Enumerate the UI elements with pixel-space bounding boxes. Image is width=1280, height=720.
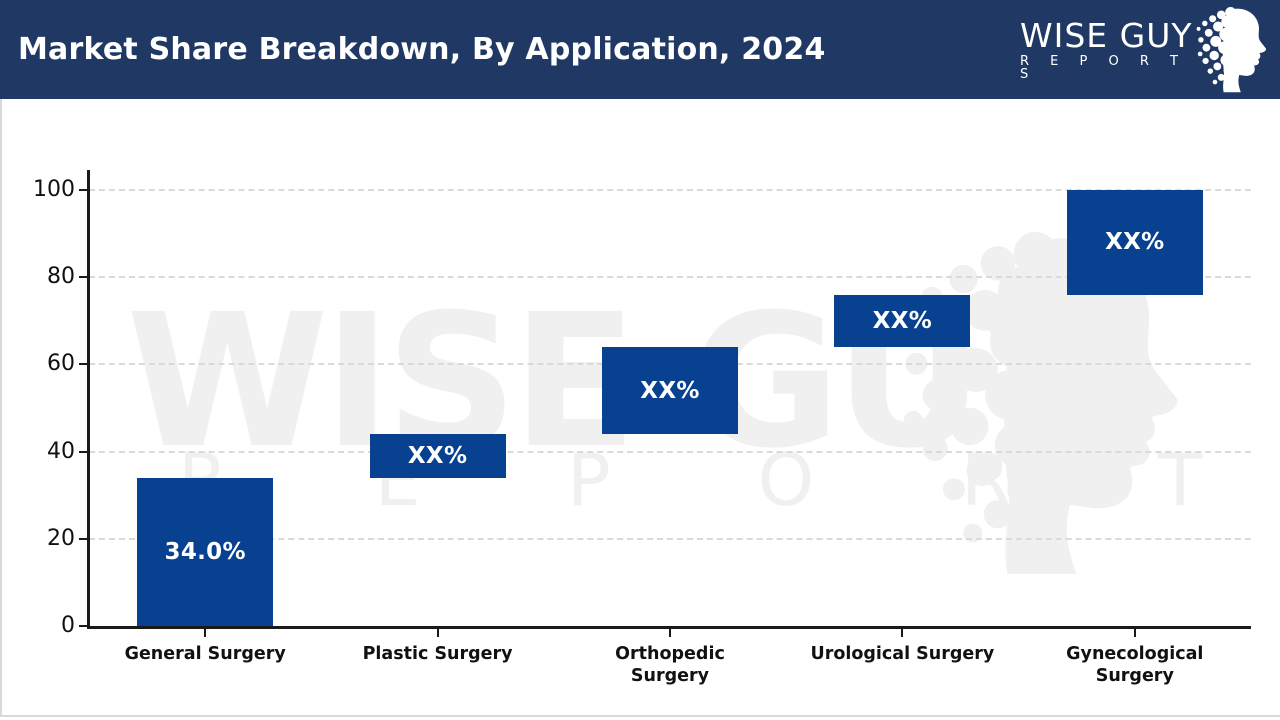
x-axis-line xyxy=(87,626,1251,629)
x-axis-label: Orthopedic Surgery xyxy=(615,644,725,686)
x-tick-mark xyxy=(669,629,671,637)
header-bar: Market Share Breakdown, By Application, … xyxy=(0,0,1280,99)
y-axis-tick-label: 0 xyxy=(61,613,75,638)
y-axis-line xyxy=(87,170,90,628)
bar-value-label: XX% xyxy=(1105,229,1165,256)
y-gridline xyxy=(89,276,1251,279)
x-axis-label: Urological Surgery xyxy=(810,644,995,664)
x-tick-mark xyxy=(436,629,439,637)
y-axis-tick-label: 40 xyxy=(47,438,75,464)
y-tick-mark xyxy=(79,537,87,540)
x-tick-mark xyxy=(204,629,207,637)
waterfall-bar-segment: XX% xyxy=(602,346,738,435)
logo-text: WISE GUY R E P O R T S xyxy=(1020,19,1205,81)
waterfall-bar-segment: 34.0% xyxy=(137,477,274,626)
logo-subtitle: R E P O R T S xyxy=(1020,54,1187,82)
waterfall-bar-segment: XX% xyxy=(1066,190,1203,295)
x-tick-mark xyxy=(901,629,904,637)
logo-wordmark: WISE GUY xyxy=(1020,16,1193,55)
waterfall-bar-segment: XX% xyxy=(834,294,971,347)
waterfall-bar-segment: XX% xyxy=(369,434,506,478)
waterfall-chart: WISE GUY R E P O R T S 020406080100Gener… xyxy=(0,100,1280,720)
y-axis-tick-label: 100 xyxy=(33,177,75,202)
x-axis-label: Gynecological Surgery xyxy=(1066,644,1204,686)
x-tick-mark xyxy=(1133,629,1136,637)
y-tick-mark xyxy=(79,450,87,453)
y-axis-tick-label: 60 xyxy=(47,351,75,377)
y-gridline xyxy=(89,537,1251,540)
y-axis-tick-label: 80 xyxy=(47,264,75,290)
x-axis-label: General Surgery xyxy=(124,644,286,664)
y-gridline xyxy=(89,189,1251,191)
page-title: Market Share Breakdown, By Application, … xyxy=(18,32,826,67)
x-axis-label: Plastic Surgery xyxy=(362,644,513,664)
wise-guy-reports-logo: WISE GUY R E P O R T S xyxy=(1020,6,1270,94)
y-tick-mark xyxy=(79,276,87,279)
bar-value-label: 34.0% xyxy=(164,538,246,565)
y-gridline xyxy=(89,450,1251,453)
y-tick-mark xyxy=(79,625,87,627)
bar-value-label: XX% xyxy=(640,377,700,404)
y-tick-mark xyxy=(79,363,87,366)
y-axis-tick-label: 20 xyxy=(47,525,75,551)
bar-value-label: XX% xyxy=(407,442,468,469)
y-tick-mark xyxy=(79,189,87,191)
bar-value-label: XX% xyxy=(872,307,933,334)
